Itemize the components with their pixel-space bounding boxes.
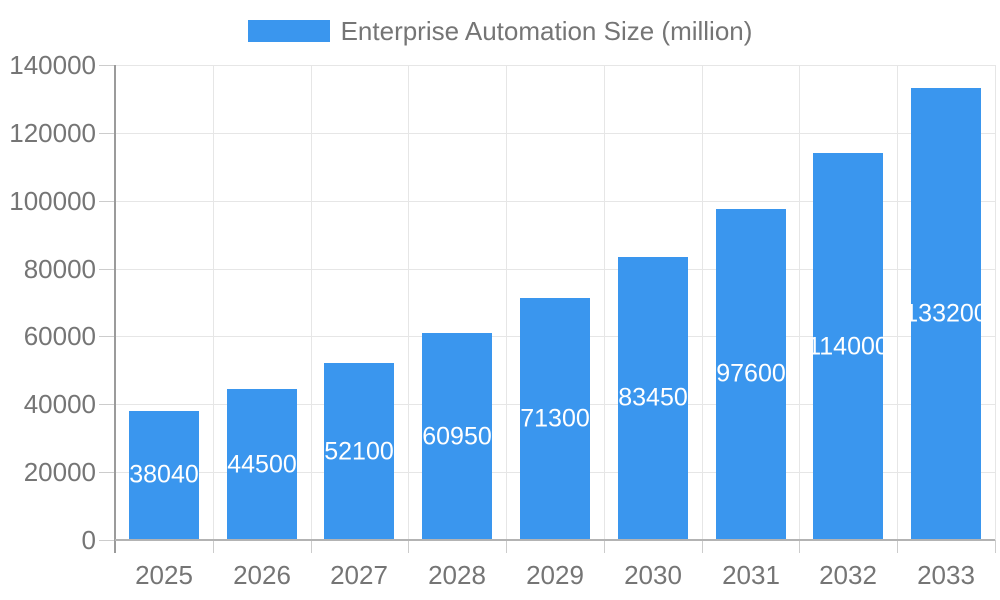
x-axis-tick (213, 540, 214, 553)
x-gridline (408, 65, 409, 540)
x-gridline (311, 65, 312, 540)
x-gridline (799, 65, 800, 540)
legend-label: Enterprise Automation Size (million) (340, 16, 753, 46)
y-axis-tick-label: 100000 (9, 186, 96, 216)
x-axis-category-label: 2025 (135, 560, 193, 590)
x-axis-category-label: 2032 (819, 560, 877, 590)
y-axis-tick (99, 336, 115, 337)
x-axis-category-label: 2033 (917, 560, 975, 590)
y-axis-tick (99, 65, 115, 66)
x-axis-line (115, 539, 995, 541)
bar-value-label: 60950 (422, 422, 492, 451)
x-axis-tick (311, 540, 312, 553)
x-gridline (702, 65, 703, 540)
y-axis-tick-label: 60000 (23, 321, 96, 351)
y-gridline (115, 269, 995, 270)
x-axis-tick (604, 540, 605, 553)
y-axis-tick-label: 140000 (9, 50, 96, 80)
bar-2032[interactable] (813, 153, 883, 539)
bar-value-label: 44500 (227, 450, 297, 479)
y-axis-tick-label: 0 (81, 525, 96, 555)
x-gridline (897, 65, 898, 540)
y-axis-tick (99, 472, 115, 473)
x-axis-tick (702, 540, 703, 553)
y-axis-tick-label: 120000 (9, 118, 96, 148)
bar-2027[interactable] (324, 363, 394, 539)
x-gridline (213, 65, 214, 540)
bar-value-label: 114000 (807, 332, 889, 361)
y-axis-tick-label: 40000 (23, 389, 96, 419)
bar-value-label: 71300 (520, 404, 590, 433)
y-axis-tick (99, 404, 115, 405)
x-axis-category-label: 2027 (330, 560, 388, 590)
y-axis-tick (99, 540, 115, 541)
x-axis-category-label: 2028 (428, 560, 486, 590)
y-axis-line (114, 65, 116, 553)
bar-value-label: 97600 (716, 359, 786, 388)
x-gridline (995, 65, 996, 540)
bar-2030[interactable] (618, 257, 688, 539)
bar-value-label: 38040 (129, 460, 199, 489)
x-axis-tick (897, 540, 898, 553)
x-gridline (506, 65, 507, 540)
bar-2033[interactable] (911, 88, 981, 539)
y-axis-tick (99, 133, 115, 134)
x-axis-tick (408, 540, 409, 553)
y-gridline (115, 133, 995, 134)
y-axis-tick (99, 201, 115, 202)
bar-2031[interactable] (716, 209, 786, 539)
x-axis-tick (799, 540, 800, 553)
bar-2029[interactable] (520, 298, 590, 539)
y-axis-tick-label: 20000 (23, 457, 96, 487)
legend-swatch-icon (247, 20, 330, 42)
x-axis-category-label: 2026 (233, 560, 291, 590)
y-axis-tick (99, 269, 115, 270)
bar-2028[interactable] (422, 333, 492, 539)
legend[interactable]: Enterprise Automation Size (million) (0, 18, 1000, 44)
x-axis-category-label: 2029 (526, 560, 584, 590)
y-gridline (115, 201, 995, 202)
x-axis-category-label: 2030 (624, 560, 682, 590)
bar-value-label: 83450 (618, 383, 688, 412)
y-axis-tick-label: 80000 (23, 254, 96, 284)
bar-2025[interactable] (129, 411, 199, 539)
bar-value-label: 133200 (904, 299, 988, 328)
x-axis-tick (506, 540, 507, 553)
bar-2026[interactable] (227, 389, 297, 539)
x-gridline (604, 65, 605, 540)
x-axis-tick (995, 540, 996, 553)
bar-value-label: 52100 (324, 437, 394, 466)
x-axis-category-label: 2031 (722, 560, 780, 590)
y-gridline (115, 65, 995, 66)
